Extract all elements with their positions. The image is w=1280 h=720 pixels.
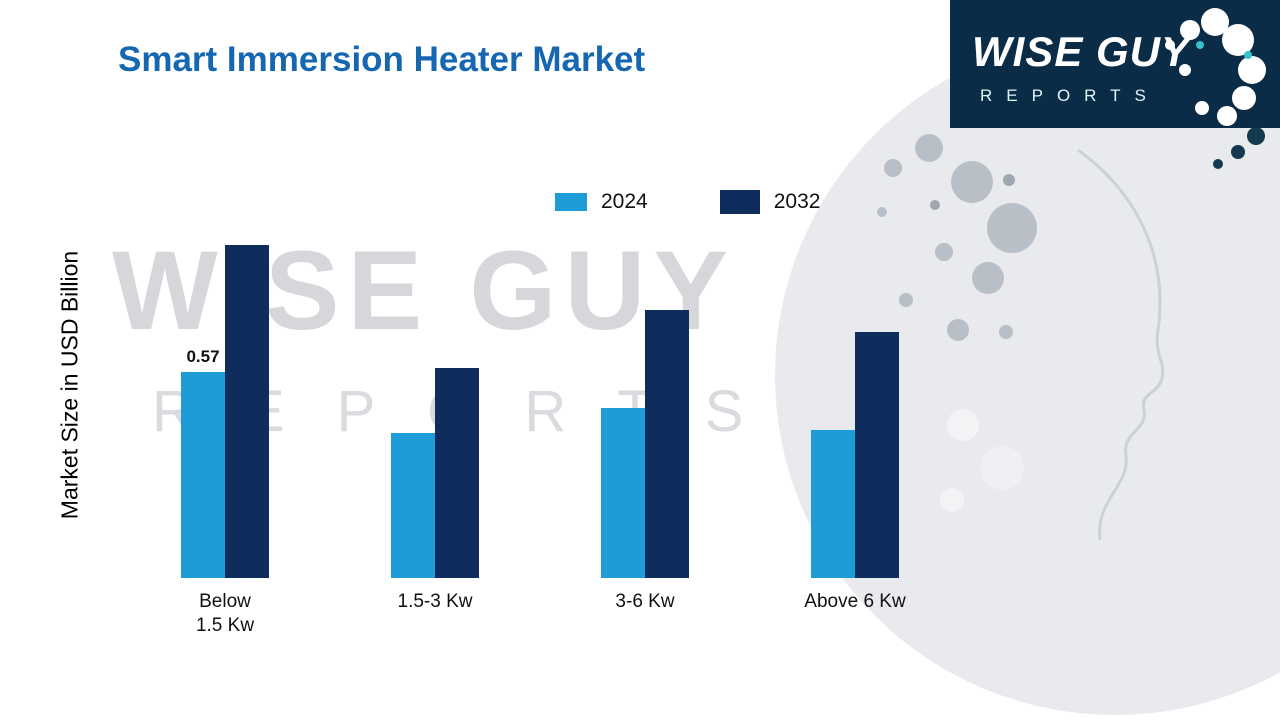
bar-group-1: 0.57 Below 1.5 Kw <box>181 245 269 636</box>
bar-group-4: Above 6 Kw <box>804 332 906 612</box>
category-label: Above 6 Kw <box>804 591 906 612</box>
brand-logo-name: WISE GUY <box>972 28 1191 75</box>
bar-2032-2 <box>435 368 479 578</box>
bar-2032-1 <box>225 245 269 578</box>
bar-2032-3 <box>645 310 689 578</box>
legend: 2024 2032 <box>555 190 820 214</box>
category-label: 1.5-3 Kw <box>397 591 473 612</box>
legend-label: 2024 <box>601 190 648 213</box>
bar-2032-4 <box>855 332 899 578</box>
plot-area: 0.57 Below 1.5 Kw 1.5-3 Kw 3-6 Kw Above 6 Kw <box>120 216 960 636</box>
bar-group-3: 3-6 Kw <box>601 310 689 612</box>
face-profile-outline <box>1077 148 1165 541</box>
bar-2024-1: 0.57 <box>181 347 225 578</box>
brand-logo-subtitle: REPORTS <box>980 86 1160 105</box>
bar-value-label: 0.57 <box>186 347 220 366</box>
legend-swatch <box>555 193 587 211</box>
legend-item-2032: 2032 <box>719 190 821 214</box>
brand-logo: WISE GUY REPORTS <box>950 0 1280 169</box>
category-label: Below 1.5 Kw <box>195 591 255 636</box>
bar-2024-2 <box>391 433 435 578</box>
chart-title: Smart Immersion Heater Market <box>118 40 646 79</box>
y-axis-label: Market Size in USD Billion <box>56 250 83 520</box>
logo-head-dots-icon <box>1165 8 1266 169</box>
category-label: 3-6 Kw <box>615 591 675 612</box>
legend-item-2024: 2024 <box>555 190 648 214</box>
legend-label: 2032 <box>773 190 821 213</box>
bar-2024-3 <box>601 408 645 578</box>
bar-group-2: 1.5-3 Kw <box>391 368 479 612</box>
legend-swatch <box>719 190 760 214</box>
bar-2024-4 <box>811 430 855 578</box>
